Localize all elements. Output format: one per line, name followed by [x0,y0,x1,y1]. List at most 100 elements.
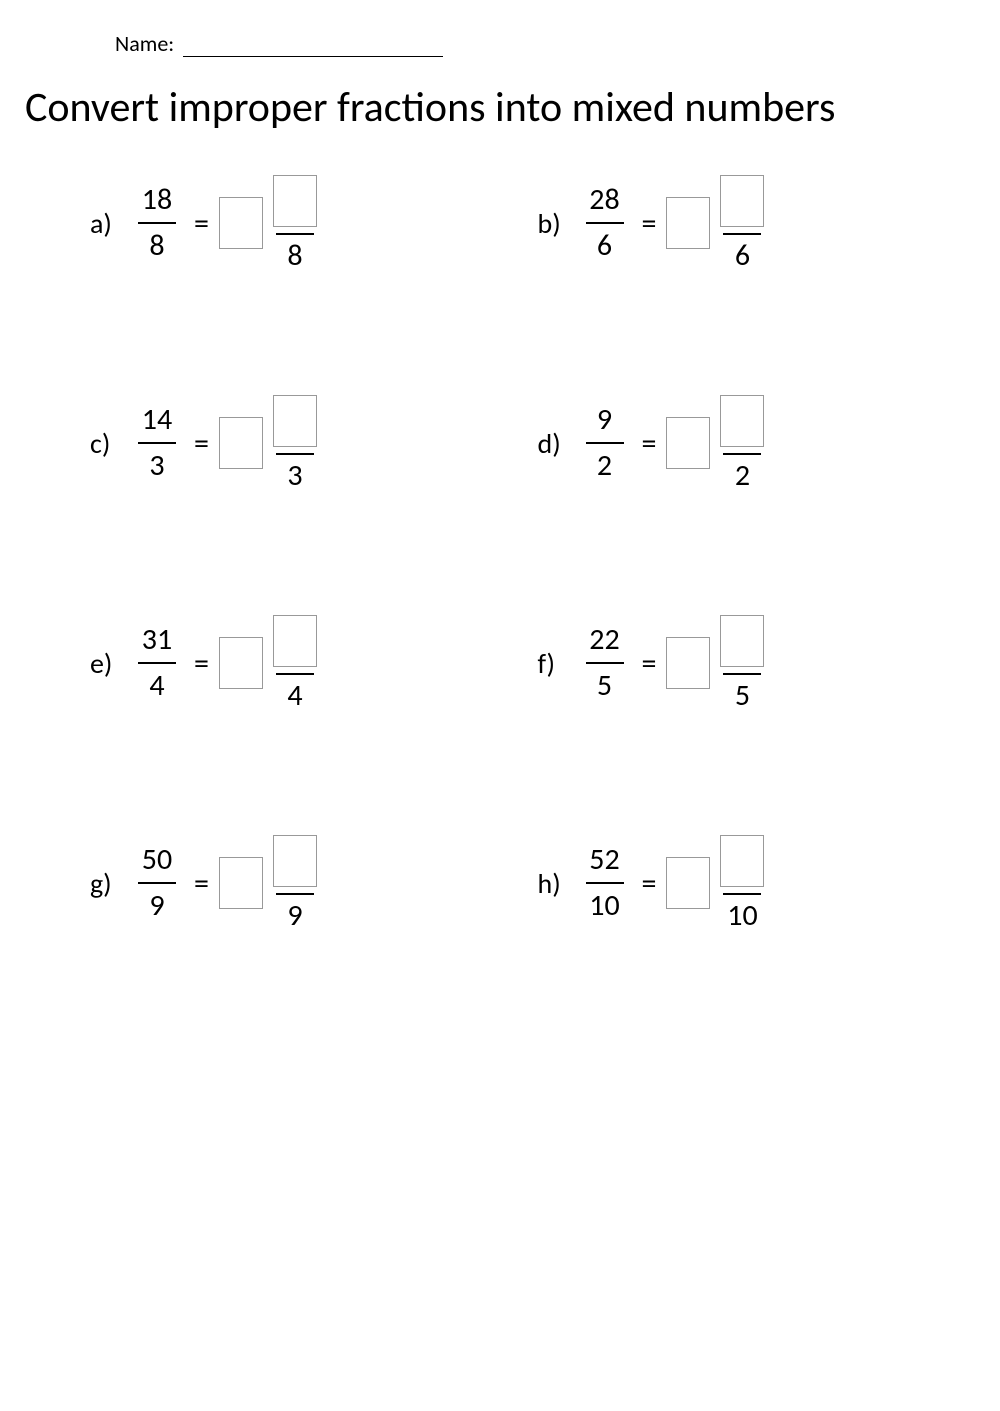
problem-g: g) 50 9 = 9 [90,828,528,938]
result-denominator: 6 [735,239,750,272]
fraction-bar [586,662,624,664]
numerator: 52 [589,842,619,878]
problem-d: d) 9 2 = 2 [538,388,976,498]
fraction-bar [723,233,761,235]
numerator: 50 [142,842,172,878]
equals-sign: = [642,205,657,242]
fraction-bar [276,453,314,455]
result-numerator-input[interactable] [273,395,317,447]
improper-fraction: 52 10 [586,842,624,924]
result-denominator: 4 [287,679,302,712]
result-fraction: 6 [720,175,764,272]
problem-label: g) [90,866,130,901]
fraction-bar [276,673,314,675]
whole-number-input[interactable] [666,637,710,689]
fraction-bar [138,662,176,664]
result-numerator-input[interactable] [273,835,317,887]
result-fraction: 4 [273,615,317,712]
worksheet-page: Name: Convert improper fractions into mi… [0,0,1000,938]
equals-sign: = [194,205,209,242]
result-denominator: 5 [735,679,750,712]
numerator: 22 [589,622,619,658]
fraction-bar [276,893,314,895]
equals-sign: = [642,645,657,682]
fraction-bar [723,453,761,455]
numerator: 28 [589,182,619,218]
result-numerator-input[interactable] [273,615,317,667]
result-numerator-input[interactable] [720,835,764,887]
improper-fraction: 28 6 [586,182,624,264]
fraction-bar [723,893,761,895]
denominator: 9 [149,888,164,924]
problem-label: d) [538,426,578,461]
problem-h: h) 52 10 = 10 [538,828,976,938]
worksheet-title: Convert improper fractions into mixed nu… [25,82,975,133]
problem-f: f) 22 5 = 5 [538,608,976,718]
result-fraction: 3 [273,395,317,492]
result-fraction: 8 [273,175,317,272]
fraction-bar [586,442,624,444]
whole-number-input[interactable] [666,417,710,469]
denominator: 8 [149,228,164,264]
problem-c: c) 14 3 = 3 [90,388,528,498]
problem-label: e) [90,646,130,681]
problem-b: b) 28 6 = 6 [538,168,976,278]
whole-number-input[interactable] [219,417,263,469]
denominator: 3 [149,448,164,484]
improper-fraction: 50 9 [138,842,176,924]
result-fraction: 2 [720,395,764,492]
fraction-bar [276,233,314,235]
whole-number-input[interactable] [219,197,263,249]
equals-sign: = [642,425,657,462]
result-denominator: 9 [287,899,302,932]
improper-fraction: 9 2 [586,402,624,484]
equals-sign: = [194,425,209,462]
whole-number-input[interactable] [666,857,710,909]
numerator: 14 [142,402,172,438]
result-numerator-input[interactable] [720,175,764,227]
equals-sign: = [194,865,209,902]
numerator: 18 [142,182,172,218]
problem-label: h) [538,866,578,901]
result-numerator-input[interactable] [273,175,317,227]
whole-number-input[interactable] [219,637,263,689]
result-fraction: 9 [273,835,317,932]
result-denominator: 2 [735,459,750,492]
result-denominator: 8 [287,239,302,272]
fraction-bar [138,882,176,884]
result-fraction: 10 [720,835,764,932]
name-label: Name: [115,30,174,57]
fraction-bar [138,222,176,224]
result-fraction: 5 [720,615,764,712]
problems-grid: a) 18 8 = 8 b) 28 6 = [25,168,975,938]
problem-a: a) 18 8 = 8 [90,168,528,278]
result-numerator-input[interactable] [720,615,764,667]
numerator: 9 [597,402,612,438]
improper-fraction: 14 3 [138,402,176,484]
improper-fraction: 18 8 [138,182,176,264]
fraction-bar [723,673,761,675]
denominator: 2 [597,448,612,484]
equals-sign: = [642,865,657,902]
whole-number-input[interactable] [219,857,263,909]
fraction-bar [586,882,624,884]
improper-fraction: 31 4 [138,622,176,704]
problem-label: b) [538,206,578,241]
problem-label: a) [90,206,130,241]
result-numerator-input[interactable] [720,395,764,447]
equals-sign: = [194,645,209,682]
whole-number-input[interactable] [666,197,710,249]
problem-e: e) 31 4 = 4 [90,608,528,718]
problem-label: c) [90,426,130,461]
numerator: 31 [142,622,172,658]
name-blank-line[interactable] [183,56,443,57]
name-field-row: Name: [115,30,975,57]
denominator: 4 [149,668,164,704]
fraction-bar [138,442,176,444]
denominator: 6 [597,228,612,264]
fraction-bar [586,222,624,224]
problem-label: f) [538,646,578,681]
denominator: 5 [597,668,612,704]
denominator: 10 [589,888,619,924]
result-denominator: 3 [287,459,302,492]
